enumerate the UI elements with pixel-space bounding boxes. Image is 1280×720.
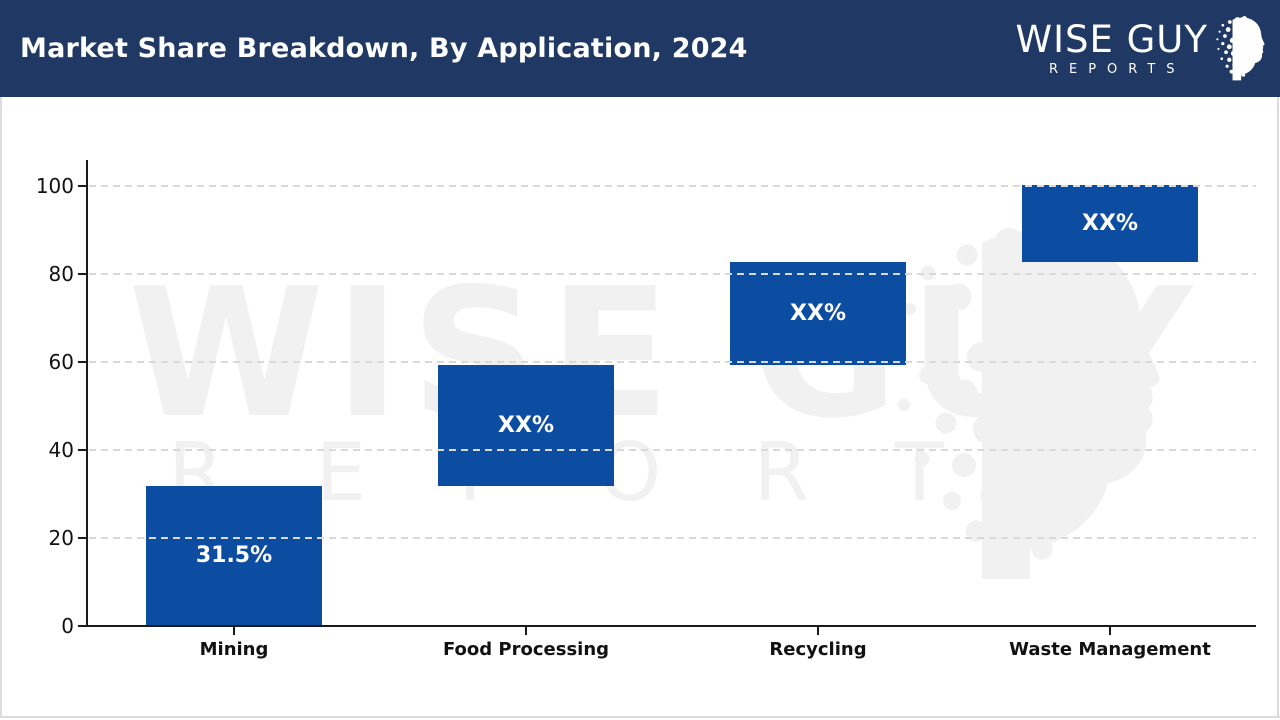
y-tick bbox=[78, 625, 87, 627]
y-tick bbox=[78, 361, 87, 363]
y-axis-line bbox=[86, 160, 88, 627]
brand-subname: REPORTS bbox=[1048, 62, 1186, 77]
brand-logo-text: WISE GUY REPORTS bbox=[1016, 21, 1208, 76]
right-border bbox=[1277, 97, 1279, 718]
brand-name: WISE GUY bbox=[1015, 18, 1208, 61]
y-tick bbox=[78, 185, 87, 187]
brand-logo: WISE GUY REPORTS bbox=[1016, 0, 1266, 97]
x-tick bbox=[1109, 627, 1111, 635]
category-label-waste-management: Waste Management bbox=[1009, 639, 1211, 660]
x-tick bbox=[233, 627, 235, 635]
gridline bbox=[89, 185, 1256, 187]
y-tick-label: 80 bbox=[48, 262, 74, 286]
y-tick bbox=[78, 537, 87, 539]
bar-value-label: XX% bbox=[498, 413, 554, 439]
bottom-border bbox=[0, 716, 1280, 718]
gridline bbox=[89, 273, 1256, 275]
y-tick bbox=[78, 449, 87, 451]
x-tick bbox=[817, 627, 819, 635]
y-tick-label: 20 bbox=[48, 526, 74, 550]
bar-value-label: XX% bbox=[790, 301, 846, 327]
left-border bbox=[0, 97, 2, 718]
bar-food-processing: XX% bbox=[438, 365, 614, 487]
bar-waste-management: XX% bbox=[1022, 185, 1198, 262]
y-tick-label: 0 bbox=[61, 614, 74, 638]
bar-recycling: XX% bbox=[730, 262, 906, 366]
chart-canvas: WISE GUY REPORTS 31.5% XX% XX% XX% 0 20 40 60 80… bbox=[0, 97, 1280, 720]
bar-value-label: 31.5% bbox=[195, 543, 273, 569]
y-tick bbox=[78, 273, 87, 275]
bar-value-label: XX% bbox=[1082, 211, 1138, 236]
category-label-mining: Mining bbox=[199, 639, 269, 660]
gridline bbox=[89, 537, 1256, 539]
x-tick bbox=[525, 627, 527, 635]
y-tick-label: 100 bbox=[35, 174, 74, 198]
header-bar: Market Share Breakdown, By Application, … bbox=[0, 0, 1280, 97]
bar-mining: 31.5% bbox=[146, 486, 322, 625]
head-dots-icon bbox=[1216, 15, 1265, 80]
category-label-food-processing: Food Processing bbox=[442, 639, 610, 660]
y-tick-label: 60 bbox=[48, 350, 74, 374]
page-title: Market Share Breakdown, By Application, … bbox=[20, 33, 748, 64]
x-axis-line bbox=[86, 625, 1256, 627]
gridline bbox=[89, 449, 1256, 451]
category-label-recycling: Recycling bbox=[769, 639, 867, 660]
gridline bbox=[89, 361, 1256, 363]
y-tick-label: 40 bbox=[48, 438, 74, 462]
